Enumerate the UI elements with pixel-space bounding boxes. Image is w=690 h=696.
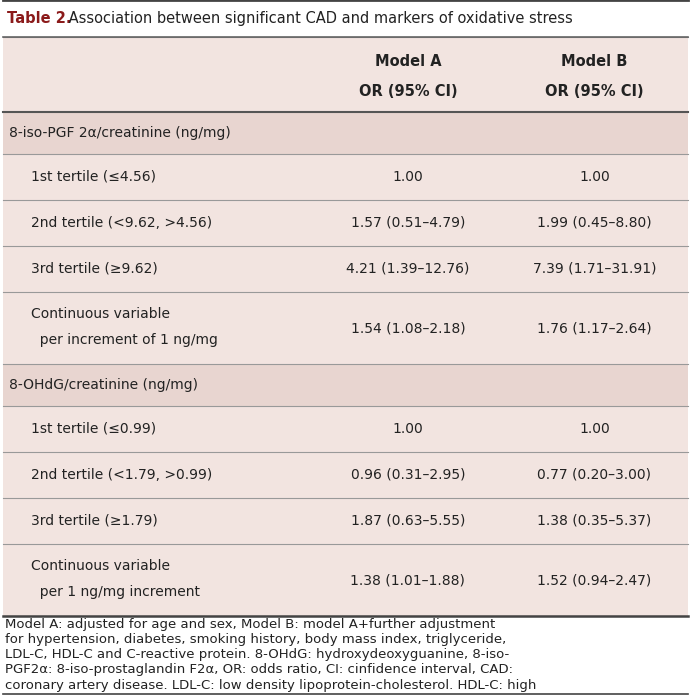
Text: 1.52 (0.94–2.47): 1.52 (0.94–2.47) (538, 573, 651, 587)
Text: 1.57 (0.51–4.79): 1.57 (0.51–4.79) (351, 216, 465, 230)
Text: 2nd tertile (<1.79, >0.99): 2nd tertile (<1.79, >0.99) (31, 468, 213, 482)
Text: OR (95% CI): OR (95% CI) (545, 84, 644, 99)
Text: 1.54 (1.08–2.18): 1.54 (1.08–2.18) (351, 321, 465, 335)
Bar (3, 292, 688, 364)
Text: 3rd tertile (≥1.79): 3rd tertile (≥1.79) (31, 514, 158, 528)
Text: 1.00: 1.00 (579, 422, 610, 436)
Bar (3, 498, 688, 544)
Text: OR (95% CI): OR (95% CI) (359, 84, 457, 99)
Text: 1.00: 1.00 (393, 422, 423, 436)
Text: 1st tertile (≤4.56): 1st tertile (≤4.56) (31, 170, 156, 184)
Bar (3, 0, 688, 37)
Text: Association between significant CAD and markers of oxidative stress: Association between significant CAD and … (64, 11, 573, 26)
Text: 8-iso-PGF 2α/creatinine (ng/mg): 8-iso-PGF 2α/creatinine (ng/mg) (9, 126, 230, 140)
Text: 1.87 (0.63–5.55): 1.87 (0.63–5.55) (351, 514, 465, 528)
Text: Continuous variable: Continuous variable (31, 307, 170, 321)
Bar (3, 616, 688, 696)
Bar (3, 154, 688, 200)
Text: Model B: Model B (561, 54, 628, 69)
Text: 1.00: 1.00 (579, 170, 610, 184)
Text: 1.00: 1.00 (393, 170, 423, 184)
Bar (3, 246, 688, 292)
Text: 1.38 (0.35–5.37): 1.38 (0.35–5.37) (538, 514, 651, 528)
Text: Table 2.: Table 2. (7, 11, 72, 26)
Text: Model A: adjusted for age and sex, Model B: model A+further adjustment: Model A: adjusted for age and sex, Model… (5, 618, 495, 631)
Text: 7.39 (1.71–31.91): 7.39 (1.71–31.91) (533, 262, 656, 276)
Text: per 1 ng/mg increment: per 1 ng/mg increment (31, 585, 200, 599)
Text: 0.77 (0.20–3.00): 0.77 (0.20–3.00) (538, 468, 651, 482)
Bar (3, 200, 688, 246)
Text: 1.99 (0.45–8.80): 1.99 (0.45–8.80) (538, 216, 652, 230)
Text: LDL-C, HDL-C and C-reactive protein. 8-OHdG: hydroxydeoxyguanine, 8-iso-: LDL-C, HDL-C and C-reactive protein. 8-O… (5, 648, 509, 661)
Text: 0.96 (0.31–2.95): 0.96 (0.31–2.95) (351, 468, 465, 482)
Text: Model A: Model A (375, 54, 441, 69)
Text: per increment of 1 ng/mg: per increment of 1 ng/mg (31, 333, 218, 347)
Text: 2nd tertile (<9.62, >4.56): 2nd tertile (<9.62, >4.56) (31, 216, 212, 230)
Text: 4.21 (1.39–12.76): 4.21 (1.39–12.76) (346, 262, 469, 276)
Bar (3, 452, 688, 498)
Text: PGF2α: 8-iso-prostaglandin F2α, OR: odds ratio, CI: cinfidence interval, CAD:: PGF2α: 8-iso-prostaglandin F2α, OR: odds… (5, 663, 513, 677)
Text: Continuous variable: Continuous variable (31, 559, 170, 573)
Bar (3, 364, 688, 406)
Bar (3, 406, 688, 452)
Text: coronary artery disease. LDL-C: low density lipoprotein-cholesterol. HDL-C: high: coronary artery disease. LDL-C: low dens… (5, 679, 536, 692)
Text: for hypertension, diabetes, smoking history, body mass index, triglyceride,: for hypertension, diabetes, smoking hist… (5, 633, 506, 646)
Text: 1.76 (1.17–2.64): 1.76 (1.17–2.64) (538, 321, 652, 335)
Text: 1st tertile (≤0.99): 1st tertile (≤0.99) (31, 422, 156, 436)
Text: 8-OHdG/creatinine (ng/mg): 8-OHdG/creatinine (ng/mg) (9, 378, 198, 392)
Bar (3, 112, 688, 154)
Bar (3, 544, 688, 616)
Bar (3, 37, 688, 112)
Text: 3rd tertile (≥9.62): 3rd tertile (≥9.62) (31, 262, 158, 276)
Text: 1.38 (1.01–1.88): 1.38 (1.01–1.88) (351, 573, 465, 587)
